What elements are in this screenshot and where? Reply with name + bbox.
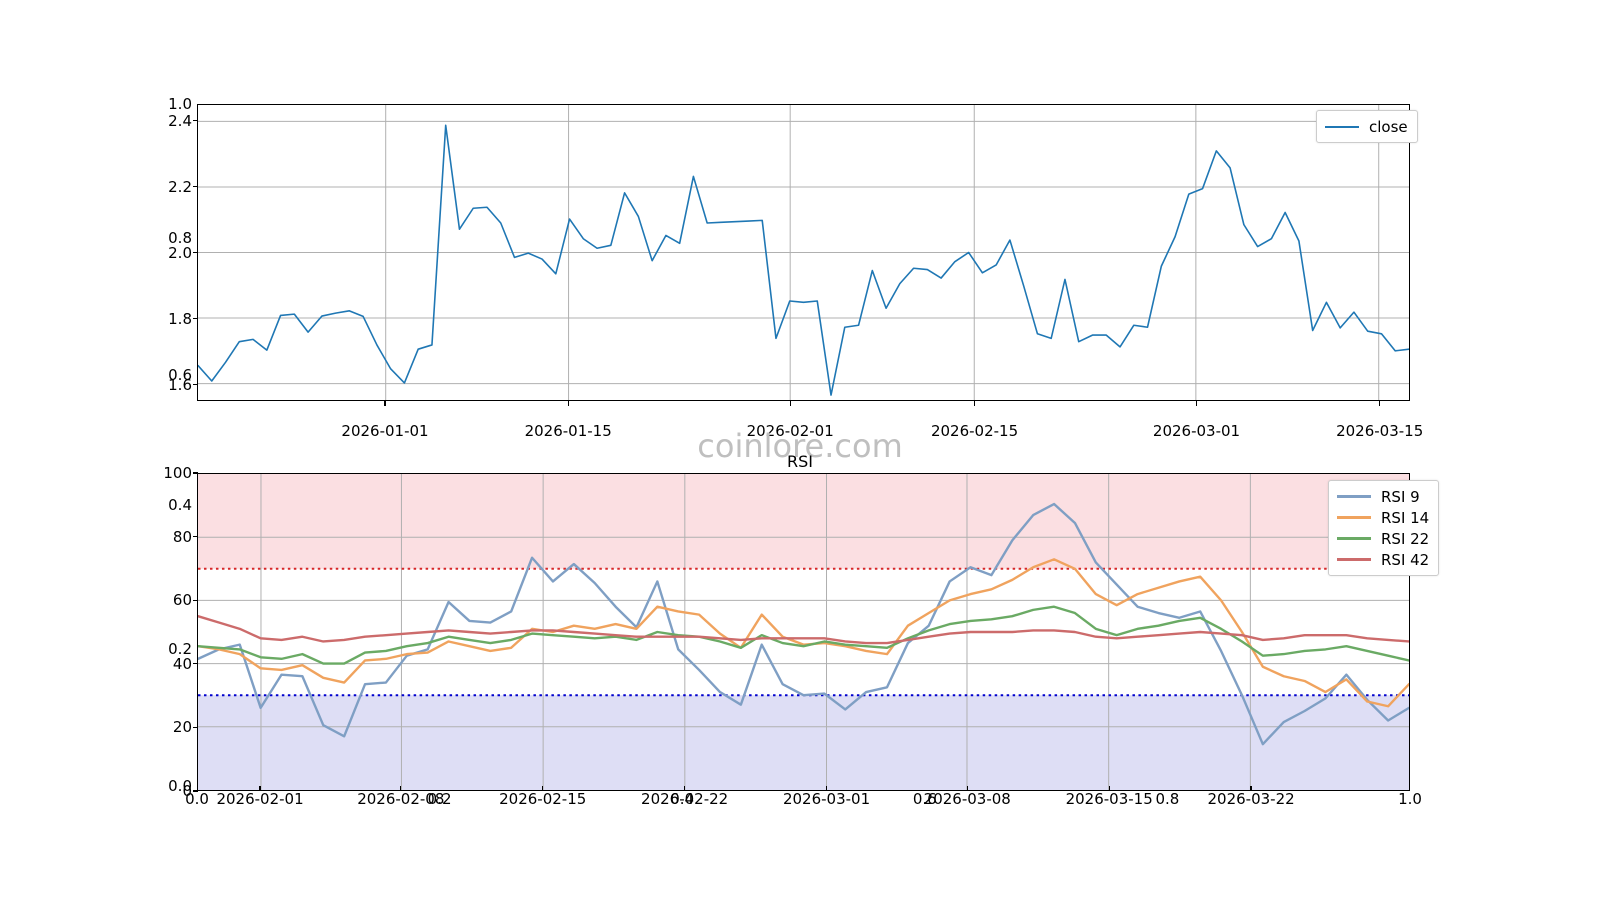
rsi-x-overlay-tick-2: 0.4	[670, 790, 695, 808]
rsi-y-tick-3: 40	[172, 654, 192, 673]
price-x-tickmark-3	[973, 401, 976, 406]
price-y-overlay-tick-0: 1.0	[168, 95, 192, 113]
rsi-x-tick-0: 2026-02-01	[216, 790, 304, 808]
price-y-tickmark-4	[193, 383, 198, 386]
rsi-y-tick-1: 80	[172, 527, 192, 546]
rsi-legend-label-2: RSI 22	[1381, 529, 1430, 548]
rsi-y-tickmark-1	[193, 536, 198, 538]
price-x-tickmark-2	[789, 401, 791, 406]
legend-line-swatch	[1337, 558, 1371, 561]
price-legend-item-0: close	[1325, 116, 1408, 137]
rsi-x-overlay-tick-4: 0.8	[1155, 790, 1180, 808]
price-x-tickmark-0	[384, 401, 386, 406]
price-y-tickmark-2	[193, 251, 198, 254]
rsi-y-overlay-tick-1: 0.2	[168, 640, 192, 658]
price-legend-label-0: close	[1369, 117, 1408, 136]
price-y-overlay-tick-1: 0.8	[168, 229, 192, 247]
overbought-band	[198, 474, 1409, 569]
rsi-x-tickmark-5	[966, 786, 968, 791]
price-x-tick-0: 2026-01-01	[341, 422, 429, 440]
rsi-y-overlay-tick-2: 0.0	[168, 777, 192, 795]
rsi-42-line	[198, 615, 1409, 645]
rsi-x-overlay-tick-1: 0.2	[427, 790, 452, 808]
price-y-overlay-tick-2: 0.6	[168, 366, 192, 384]
rsi-x-tickmark-6	[1108, 786, 1110, 791]
rsi-legend-label-3: RSI 42	[1381, 550, 1430, 569]
price-y-tick-4: 1.6	[168, 375, 192, 394]
price-x-tickmark-1	[567, 401, 569, 406]
rsi-legend-label-0: RSI 9	[1381, 487, 1420, 506]
rsi-x-tick-6: 2026-03-15	[1065, 790, 1153, 808]
legend-line-swatch	[1325, 125, 1359, 128]
price-y-tick-2: 2.0	[168, 243, 192, 262]
rsi-x-tickmark-7	[1250, 786, 1252, 791]
close-line	[198, 124, 1409, 396]
rsi-14-line	[198, 558, 1409, 708]
rsi-chart-panel	[197, 473, 1410, 791]
rsi-x-tick-1: 2026-02-08	[357, 790, 445, 808]
legend-line-swatch	[1337, 495, 1371, 498]
rsi-y-tick-2: 60	[172, 591, 192, 610]
price-y-tickmark-3	[193, 317, 198, 320]
rsi-x-tickmark-1	[400, 786, 402, 791]
rsi-y-overlay-tick-0: 0.4	[168, 496, 192, 514]
rsi-x-tick-4: 2026-03-01	[782, 790, 871, 808]
rsi-y-tickmark-2	[193, 599, 198, 601]
rsi-y-tickmark-0	[193, 472, 198, 474]
price-chart-panel	[197, 104, 1410, 401]
rsi-22-line	[198, 605, 1409, 665]
legend-line-swatch	[1337, 537, 1371, 540]
rsi-y-tickmark-4	[193, 726, 198, 729]
rsi-y-tickmark-3	[193, 663, 198, 665]
rsi-legend-label-1: RSI 14	[1381, 508, 1430, 527]
rsi-x-tickmark-0	[259, 786, 261, 791]
price-y-tick-0: 2.4	[168, 111, 192, 130]
rsi-x-overlay-tick-5: 1.0	[1398, 790, 1422, 808]
rsi-legend-item-1: RSI 14	[1337, 507, 1429, 528]
price-y-tickmark-0	[193, 119, 198, 122]
rsi-x-tickmark-2	[542, 786, 544, 791]
rsi-y-tick-5: 0	[182, 782, 192, 800]
rsi-x-overlay-tick-0: 0.0	[185, 790, 209, 808]
rsi-9-line	[198, 502, 1409, 746]
rsi-chart-title: RSI	[787, 452, 813, 471]
price-x-tick-2: 2026-02-01	[746, 422, 834, 440]
price-x-tick-4: 2026-03-01	[1152, 422, 1241, 440]
rsi-x-tick-5: 2026-03-08	[923, 790, 1011, 808]
price-y-tick-3: 1.8	[168, 309, 192, 328]
price-x-tick-5: 2026-03-15	[1336, 422, 1424, 440]
rsi-x-tick-3: 2026-02-22	[641, 790, 729, 808]
legend-line-swatch	[1337, 516, 1371, 519]
price-y-tick-1: 2.2	[168, 177, 192, 196]
rsi-legend-item-3: RSI 42	[1337, 549, 1429, 570]
price-plot-svg	[198, 105, 1409, 400]
price-x-tick-3: 2026-02-15	[930, 422, 1019, 440]
rsi-y-tick-4: 20	[172, 718, 192, 737]
rsi-x-tickmark-3	[684, 786, 686, 791]
rsi-plot-svg	[198, 474, 1409, 790]
rsi-legend-item-0: RSI 9	[1337, 486, 1429, 507]
rsi-y-tick-0: 100	[163, 464, 192, 482]
rsi-x-tick-7: 2026-03-22	[1207, 790, 1295, 808]
price-x-tickmark-5	[1379, 401, 1381, 406]
price-legend: close	[1316, 110, 1418, 143]
price-x-tick-1: 2026-01-15	[524, 422, 612, 440]
rsi-y-tickmark-5	[193, 790, 198, 792]
rsi-x-overlay-tick-3: 0.6	[912, 790, 937, 808]
price-y-tickmark-1	[193, 185, 198, 188]
rsi-x-tickmark-4	[825, 786, 828, 791]
oversold-band	[198, 695, 1409, 790]
price-x-tickmark-4	[1195, 401, 1198, 406]
rsi-legend-item-2: RSI 22	[1337, 528, 1429, 549]
watermark: coinlore.com	[697, 427, 903, 465]
rsi-x-tick-2: 2026-02-15	[499, 790, 587, 808]
rsi-legend: RSI 9 RSI 14 RSI 22 RSI 42	[1328, 480, 1440, 576]
